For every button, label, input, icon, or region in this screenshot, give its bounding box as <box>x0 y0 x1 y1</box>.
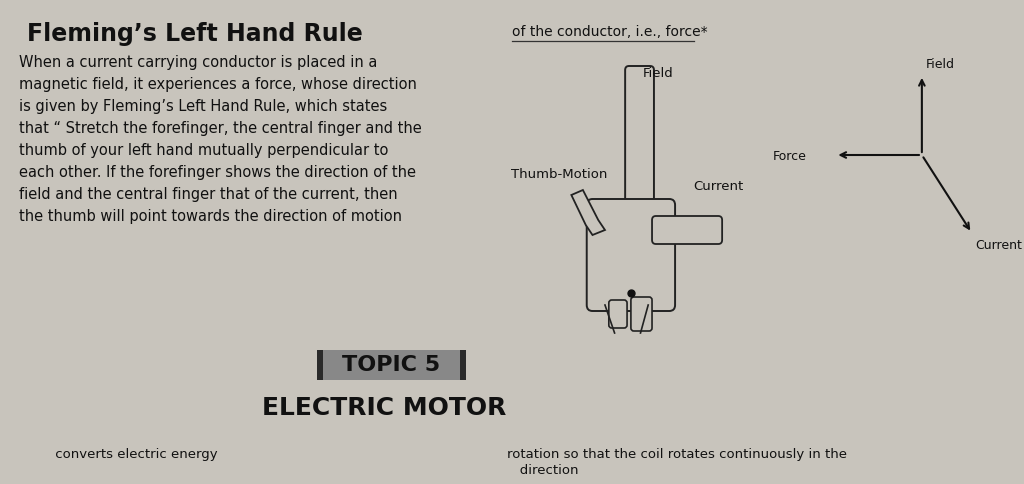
FancyBboxPatch shape <box>587 199 675 311</box>
FancyBboxPatch shape <box>609 300 627 328</box>
Text: When a current carrying conductor is placed in a
magnetic field, it experiences : When a current carrying conductor is pla… <box>19 55 422 224</box>
Bar <box>316 350 466 380</box>
Text: TOPIC 5: TOPIC 5 <box>342 355 440 375</box>
Bar <box>316 350 323 380</box>
Text: Thumb-Motion: Thumb-Motion <box>511 168 607 181</box>
Text: converts electric energy: converts electric energy <box>17 448 218 461</box>
Text: Force: Force <box>773 151 807 164</box>
Text: Current: Current <box>976 239 1023 252</box>
FancyBboxPatch shape <box>652 216 722 244</box>
Text: Field: Field <box>642 67 673 80</box>
FancyBboxPatch shape <box>625 66 654 214</box>
Text: Fleming’s Left Hand Rule: Fleming’s Left Hand Rule <box>27 22 362 46</box>
Text: Current: Current <box>693 180 743 193</box>
Text: ELECTRIC MOTOR: ELECTRIC MOTOR <box>262 396 506 420</box>
Bar <box>460 350 466 380</box>
Text: Field: Field <box>926 58 954 71</box>
Polygon shape <box>571 190 605 235</box>
Text: of the conductor, i.e., force*: of the conductor, i.e., force* <box>512 25 708 39</box>
Text: direction: direction <box>507 464 579 477</box>
FancyBboxPatch shape <box>631 297 652 331</box>
Text: rotation so that the coil rotates continuously in the: rotation so that the coil rotates contin… <box>507 448 847 461</box>
